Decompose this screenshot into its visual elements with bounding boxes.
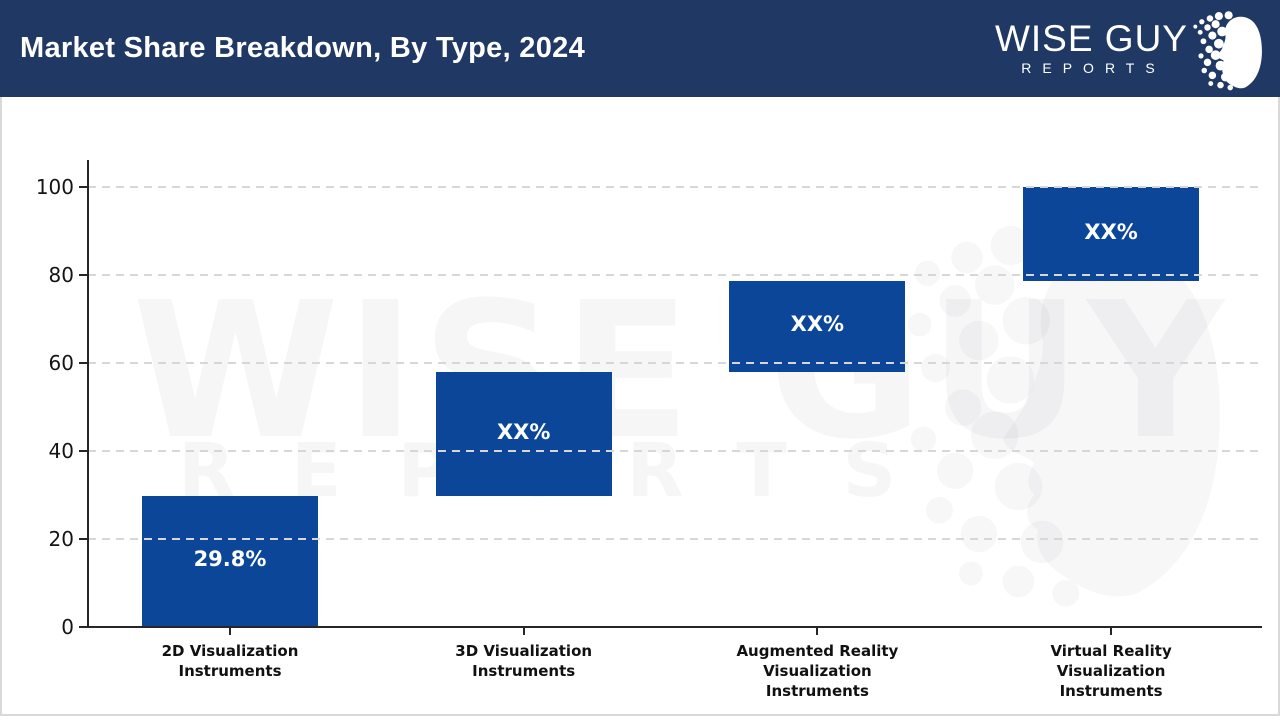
gridline [88, 450, 1262, 452]
gridline [88, 274, 1262, 276]
header-bar: Market Share Breakdown, By Type, 2024 WI… [0, 0, 1280, 97]
brand-subtitle: REPORTS [1021, 60, 1166, 76]
brand-logo: WISE GUY REPORTS [995, 6, 1266, 92]
bar-segment [435, 371, 612, 496]
x-category-label-line: Instruments [1059, 682, 1163, 700]
y-axis [87, 160, 89, 628]
y-tick-mark [79, 538, 87, 540]
x-category-label-line: Visualization [763, 662, 872, 680]
y-tick-label: 100 [35, 175, 74, 199]
bar-value-label: XX% [496, 419, 551, 444]
x-axis [87, 626, 1262, 628]
y-tick-mark [79, 450, 87, 452]
x-tick-mark [816, 627, 819, 635]
x-category-label: 3D Visualization Instruments [394, 641, 654, 681]
x-category-label-line: 2D Visualization [161, 642, 299, 660]
x-tick-mark [522, 627, 525, 635]
y-tick-label: 20 [48, 527, 74, 551]
x-category-label: Virtual Reality Visualization Instruments [981, 641, 1241, 701]
x-category-label-line: Virtual Reality [1050, 642, 1172, 660]
y-tick-label: 80 [48, 263, 74, 287]
y-tick-mark [79, 626, 87, 628]
bar-segment [1023, 187, 1200, 282]
bar-value-label: 29.8% [193, 547, 267, 572]
y-tick-mark [79, 274, 87, 276]
x-category-label-line: Instruments [178, 662, 282, 680]
x-tick-mark [1110, 627, 1113, 635]
brand-name: WISE GUY [994, 18, 1188, 59]
y-tick-mark [79, 362, 87, 364]
x-category-label: Augmented Reality Visualization Instrument… [687, 641, 947, 701]
y-tick-mark [79, 186, 87, 188]
y-tick-label: 60 [48, 351, 74, 375]
x-tick-mark [229, 627, 231, 635]
x-category-label-line: Instruments [765, 682, 869, 700]
gridline [88, 538, 1262, 540]
gridline [88, 186, 1262, 188]
x-category-label-line: Augmented Reality [736, 642, 899, 660]
bar-value-label: XX% [790, 312, 845, 337]
brand-logo-text: WISE GUY REPORTS [994, 18, 1188, 77]
y-tick-label: 40 [48, 439, 74, 463]
bar-segment [142, 495, 318, 627]
y-tick-label: 0 [61, 615, 74, 639]
x-category-label-line: Instruments [472, 662, 576, 680]
page-title: Market Share Breakdown, By Type, 2024 [20, 32, 586, 64]
gridline [88, 362, 1262, 364]
bar-value-label: XX% [1084, 220, 1138, 245]
x-category-label: 2D Visualization Instruments [100, 641, 360, 681]
x-category-label-line: 3D Visualization [455, 642, 593, 660]
bar-segment [729, 281, 906, 372]
x-category-label-line: Visualization [1056, 662, 1166, 680]
